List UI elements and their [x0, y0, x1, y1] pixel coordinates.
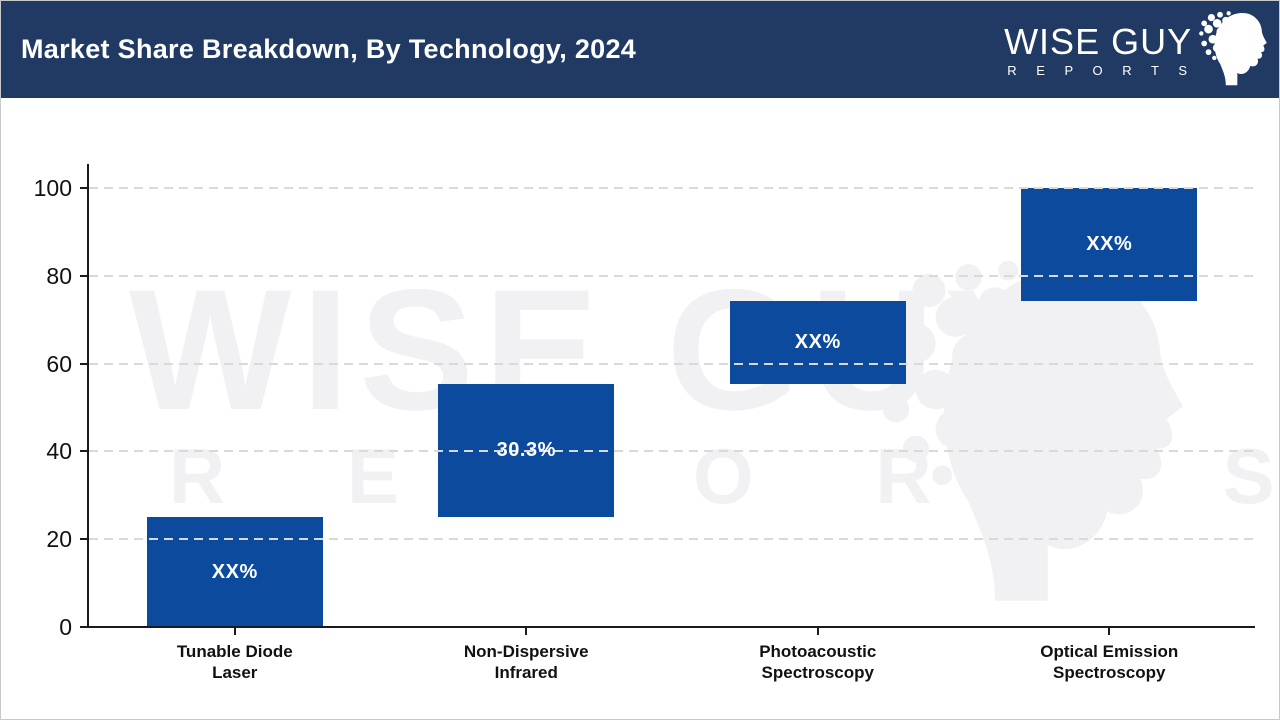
- category-label-line: Photoacoustic: [759, 642, 877, 661]
- bar-optical-emission-spectroscopy: [1021, 188, 1198, 301]
- bar-value-label-photoacoustic-spectroscopy: XX%: [794, 331, 841, 354]
- gridline-20: [89, 538, 1255, 541]
- wise-guy-logo: WISE GUY R E P O R T S: [1001, 7, 1269, 93]
- logo-brand-text: WISE GUY: [1004, 21, 1193, 62]
- gridline-40: [89, 450, 1255, 453]
- logo-sub-text: R E P O R T S: [1007, 63, 1195, 78]
- category-label-photoacoustic-spectroscopy: Photoacoustic Spectroscopy: [688, 641, 948, 683]
- y-axis-label-0: 0: [59, 614, 72, 640]
- category-label-line: Optical Emission: [1040, 642, 1179, 661]
- category-label-line: Tunable Diode: [176, 642, 293, 661]
- y-axis-label-100: 100: [33, 175, 72, 201]
- logo-text: WISE GUY R E P O R T S: [1001, 21, 1195, 79]
- category-label-line: Spectroscopy: [1053, 663, 1166, 682]
- bar-tunable-diode-laser: [146, 517, 323, 627]
- category-label-optical-emission-spectroscopy: Optical Emission Spectroscopy: [979, 641, 1239, 683]
- header-bar: Market Share Breakdown, By Technology, 2…: [1, 1, 1279, 98]
- gridline-60: [89, 362, 1255, 365]
- x-axis-tick-photoacoustic-spectroscopy: [816, 628, 819, 635]
- category-label-line: Spectroscopy: [761, 663, 874, 682]
- category-label-tunable-diode-laser: Tunable Diode Laser: [105, 641, 365, 683]
- gridline-80: [89, 274, 1255, 277]
- y-axis-tick-20: [80, 538, 88, 541]
- y-axis-label-80: 80: [46, 262, 72, 289]
- x-axis-tick-non-dispersive-infrared: [525, 628, 528, 635]
- y-axis-tick-0: [80, 626, 88, 628]
- y-axis-tick-60: [80, 362, 88, 365]
- x-axis-tick-optical-emission-spectroscopy: [1108, 628, 1111, 635]
- y-axis-label-40: 40: [46, 438, 72, 465]
- category-label-line: Laser: [212, 663, 258, 682]
- y-axis-tick-80: [80, 274, 88, 277]
- page-title: Market Share Breakdown, By Technology, 2…: [21, 34, 637, 64]
- bar-value-label-optical-emission-spectroscopy: XX%: [1086, 232, 1133, 255]
- bar-value-label-non-dispersive-infrared: 30.3%: [496, 439, 556, 462]
- category-label-line: Non-Dispersive: [463, 642, 589, 661]
- x-axis-tick-tunable-diode-laser: [233, 628, 236, 635]
- x-axis-line: [87, 626, 1255, 628]
- y-axis-tick-100: [80, 187, 88, 189]
- category-label-line: Infrared: [494, 663, 558, 682]
- y-axis-label-20: 20: [46, 526, 72, 553]
- category-label-non-dispersive-infrared: Non-Dispersive Infrared: [396, 641, 656, 683]
- bar-value-label-tunable-diode-laser: XX%: [211, 560, 258, 583]
- y-axis-tick-40: [80, 450, 88, 453]
- y-axis-label-60: 60: [46, 350, 72, 377]
- logo-head-icon: [1199, 11, 1267, 86]
- bar-photoacoustic-spectroscopy: [729, 300, 906, 385]
- y-axis-line: [87, 164, 89, 628]
- gridline-100: [89, 187, 1255, 189]
